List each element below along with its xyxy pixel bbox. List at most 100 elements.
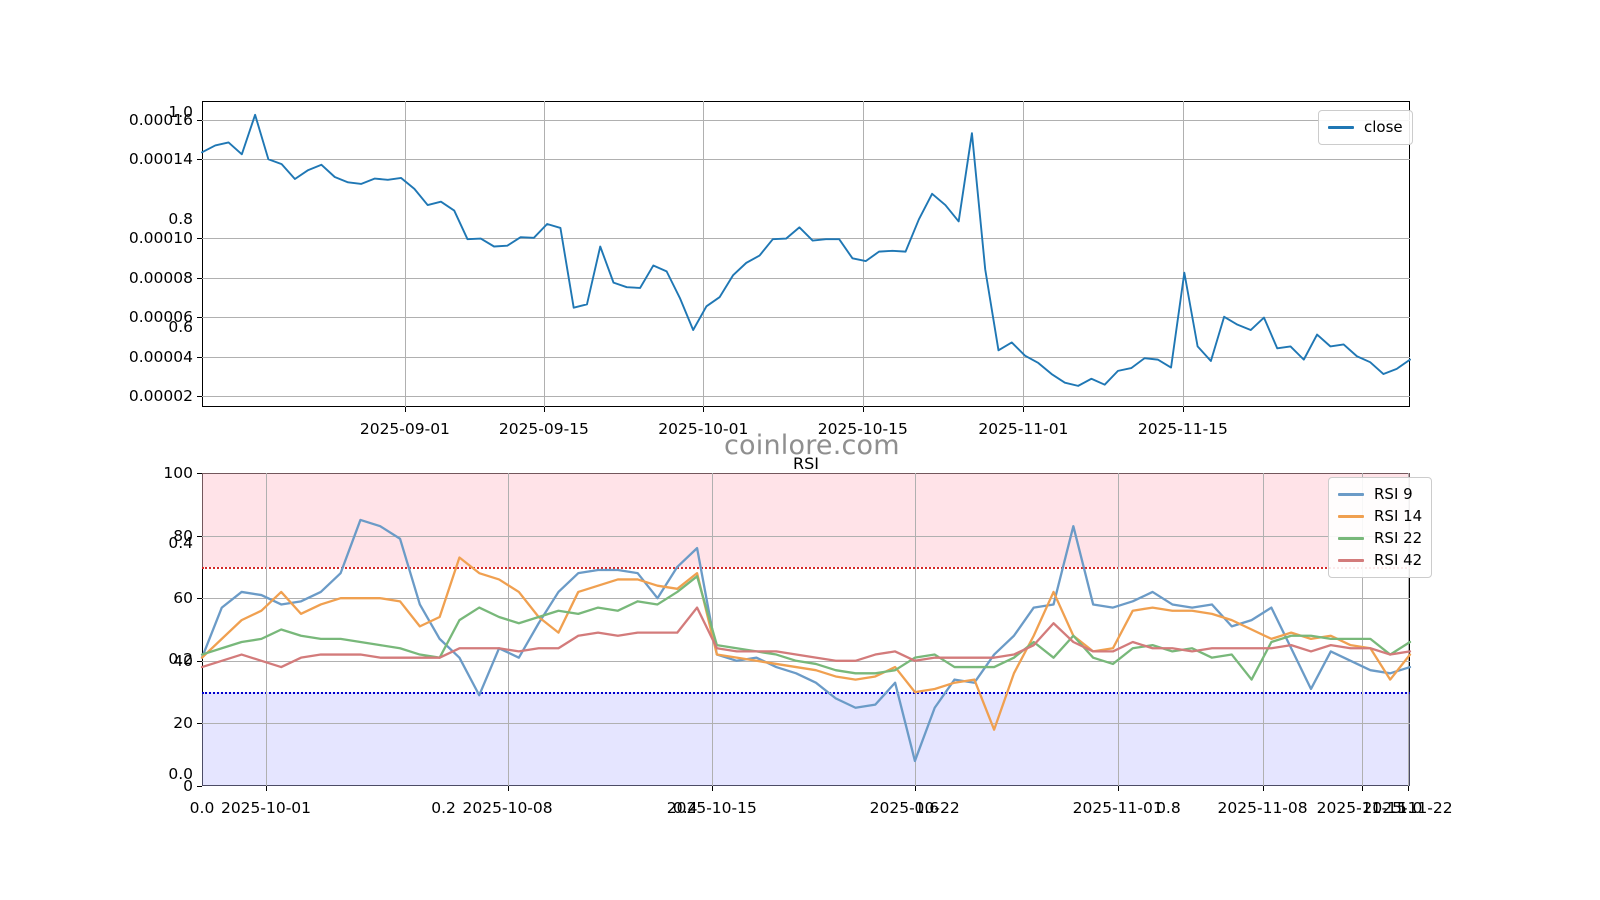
- rsi-y-tickmark: [197, 786, 202, 787]
- rsi-panel-title: RSI: [793, 454, 819, 473]
- rsi-overbought-line: [202, 566, 1410, 569]
- price-y-tick-label: 0.00014: [128, 150, 193, 169]
- rsi-oversold-line: [202, 692, 1410, 695]
- rsi-line-RSI-42: [200, 606, 1412, 669]
- rsi-secondary-y-tick-label: 0.2: [168, 649, 193, 668]
- coinlore-watermark: coinlore.com: [724, 430, 900, 461]
- price-secondary-y-tick-label: 0.6: [168, 317, 193, 336]
- price-line-close: [201, 113, 1411, 387]
- price-secondary-y-tick-label: 0.8: [168, 210, 193, 229]
- price-gridline-h: [202, 159, 1410, 161]
- price-x-tick-label: 2025-11-01: [978, 420, 1069, 438]
- price-gridline-h: [202, 277, 1410, 279]
- rsi-gridline-h: [202, 723, 1410, 725]
- price-legend[interactable]: close: [1318, 110, 1413, 145]
- price-gridline-v: [862, 101, 864, 407]
- rsi-secondary-x-tick-label: 0.8: [1156, 799, 1181, 817]
- price-y-tickmark: [197, 356, 202, 358]
- price-x-tick-label: 2025-09-01: [359, 420, 450, 438]
- rsi-gridline-h: [202, 598, 1410, 600]
- legend-row[interactable]: RSI 14: [1338, 505, 1422, 527]
- rsi-x-tickmark: [1117, 786, 1119, 791]
- price-gridline-v: [543, 101, 545, 407]
- rsi-y-tick-label: 100: [163, 464, 193, 482]
- rsi-gridline-h: [202, 535, 1410, 537]
- price-gridline-h: [202, 238, 1410, 240]
- rsi-secondary-x-tick-label: 0.4: [672, 799, 698, 817]
- rsi-line-RSI-9: [200, 518, 1412, 763]
- rsi-x-tickmark: [1407, 786, 1409, 791]
- legend-label: RSI 14: [1374, 507, 1423, 525]
- rsi-x-tick-label: 2025-10-08: [462, 799, 553, 817]
- rsi-x-tick-label: 2025-10-22: [869, 799, 960, 817]
- price-y-tickmark: [197, 317, 202, 319]
- rsi-y-tick-label: 60: [173, 589, 193, 608]
- legend-label: RSI 22: [1374, 529, 1423, 547]
- rsi-y-tickmark: [197, 598, 202, 600]
- price-y-tickmark: [197, 119, 202, 121]
- legend-label: close: [1364, 118, 1403, 136]
- rsi-secondary-x-tick-label: 0.6: [914, 799, 940, 817]
- price-x-tick-label: 2025-10-01: [658, 420, 749, 438]
- price-y-tickmark: [197, 277, 202, 279]
- price-gridline-h: [202, 317, 1410, 319]
- rsi-x-tickmark: [266, 786, 267, 791]
- price-x-tick-label: 2025-11-15: [1137, 420, 1228, 438]
- price-x-tickmark: [543, 407, 545, 412]
- rsi-x-tick-label: 2025-10-01: [220, 799, 312, 817]
- rsi-y-tick-label: 80: [173, 526, 193, 545]
- rsi-y-tickmark: [197, 723, 202, 725]
- rsi-x-tickmark: [1361, 786, 1363, 791]
- rsi-y-tickmark: [197, 660, 202, 662]
- rsi-line-RSI-22: [200, 575, 1412, 681]
- rsi-gridline-v: [914, 473, 916, 786]
- price-y-tickmark: [197, 396, 202, 398]
- rsi-secondary-x-tick-label: 1.0: [1397, 799, 1423, 817]
- price-secondary-y-tick-label: 1.0: [168, 102, 193, 121]
- price-gridline-v: [703, 101, 705, 407]
- price-gridline-h: [202, 356, 1410, 358]
- price-gridline-v: [1023, 101, 1025, 407]
- legend-label: RSI 42: [1374, 551, 1423, 569]
- rsi-y-tick-label: 20: [173, 714, 193, 733]
- rsi-x-tickmark: [1262, 786, 1264, 791]
- rsi-gridline-v: [266, 473, 267, 786]
- rsi-gridline-v: [507, 473, 509, 786]
- price-x-tick-label: 2025-09-15: [498, 420, 589, 438]
- price-x-tickmark: [404, 407, 406, 412]
- price-gridline-v: [1182, 101, 1184, 407]
- price-x-tickmark: [1182, 407, 1184, 412]
- price-y-tick-label: 0.00004: [128, 347, 193, 366]
- rsi-secondary-x-tick-label: 0.2: [431, 799, 456, 817]
- price-gridline-v: [404, 101, 406, 407]
- price-x-tick-label: 2025-10-15: [817, 420, 908, 438]
- legend-swatch-RSI-42: [1338, 558, 1364, 562]
- rsi-chart-panel: RSI 100 80 60 40 20 0 0.4 0.2 0.0 2025-10-01 202…: [0, 445, 1600, 900]
- rsi-gridline-v: [1361, 473, 1363, 786]
- rsi-y-tick-label: 40: [173, 651, 193, 670]
- rsi-gridline-v: [1117, 473, 1119, 786]
- price-x-tickmark: [703, 407, 705, 412]
- rsi-x-tick-label: 2025-11-08: [1217, 799, 1308, 817]
- rsi-gridline-v: [1407, 473, 1409, 786]
- rsi-legend[interactable]: RSI 9 RSI 14 RSI 22 RSI 42: [1328, 477, 1433, 578]
- price-x-tickmark: [1023, 407, 1025, 412]
- legend-row[interactable]: RSI 9: [1338, 483, 1422, 505]
- rsi-y-tickmark: [197, 535, 202, 537]
- price-y-tickmark: [197, 238, 202, 240]
- legend-row[interactable]: RSI 22: [1338, 527, 1422, 549]
- rsi-x-tickmark: [711, 786, 713, 791]
- price-y-tick-label: 0.00016: [128, 110, 193, 129]
- legend-swatch-close: [1328, 125, 1354, 129]
- rsi-x-tick-label: 2025-11-15: [1316, 799, 1407, 817]
- price-y-tick-label: 0.00008: [128, 268, 193, 287]
- rsi-line-RSI-14: [200, 556, 1412, 731]
- price-plot-area: [202, 101, 1410, 407]
- rsi-x-tickmark: [914, 786, 916, 791]
- price-y-tickmark: [197, 159, 202, 161]
- legend-row[interactable]: RSI 42: [1338, 549, 1422, 571]
- legend-row[interactable]: close: [1328, 116, 1403, 138]
- rsi-secondary-y-tick-label: 0.0: [168, 765, 193, 784]
- price-gridline-h: [202, 119, 1410, 121]
